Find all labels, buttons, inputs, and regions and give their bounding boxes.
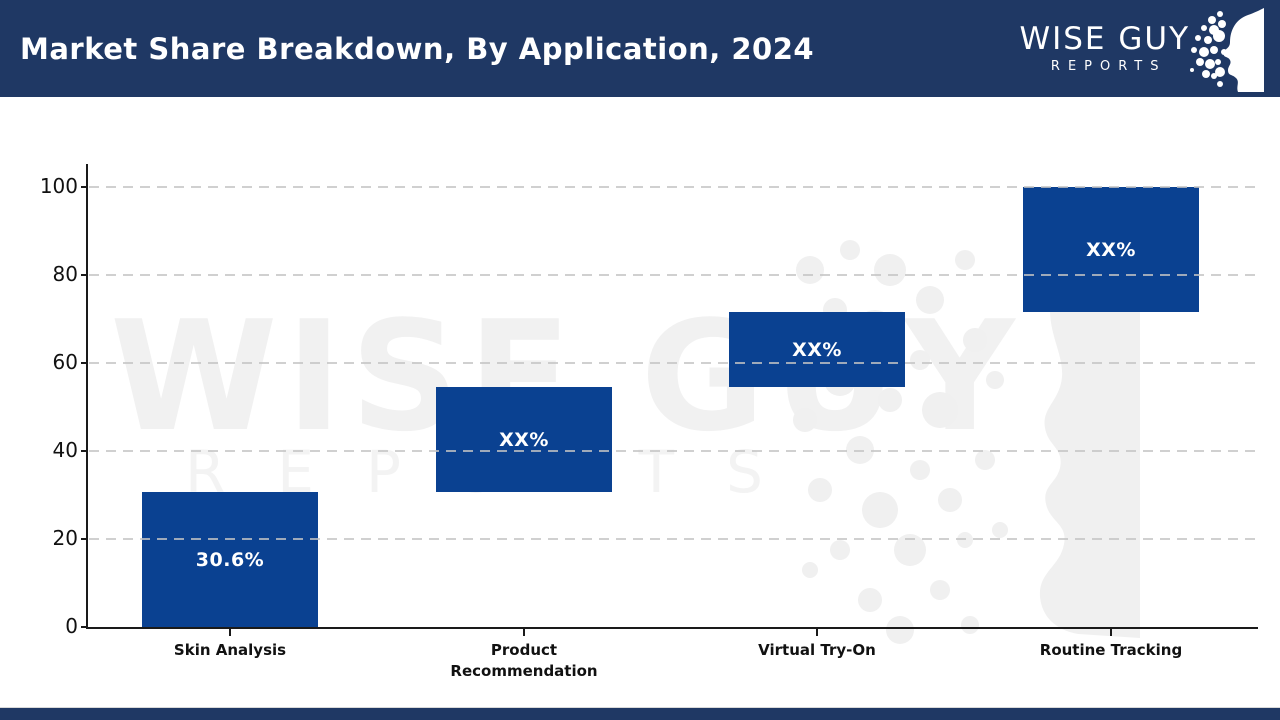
y-tick-100 — [81, 186, 88, 188]
bar-skin-analysis: 30.6% — [142, 492, 318, 627]
brand-logo: WISE GUY REPORTS — [1019, 6, 1266, 92]
footer-bar — [0, 708, 1280, 720]
y-tick-label-100: 100 — [39, 174, 78, 198]
bar-value-label: XX% — [792, 338, 842, 361]
logo-head-icon — [1190, 7, 1264, 92]
y-tick-20 — [81, 538, 88, 540]
y-tick-label-60: 60 — [52, 350, 78, 374]
logo-subtitle: REPORTS — [1050, 58, 1167, 74]
y-tick-label-40: 40 — [52, 438, 78, 462]
x-tick-1 — [229, 629, 231, 636]
chart-title: Market Share Breakdown, By Application, … — [20, 31, 815, 66]
y-tick-80 — [81, 274, 88, 276]
gridline-100 — [89, 186, 1258, 188]
gridline-40 — [89, 450, 1258, 452]
bar-value-label: XX% — [1086, 238, 1136, 261]
bar-value-label: XX% — [499, 428, 549, 451]
y-tick-label-0: 0 — [65, 614, 78, 638]
bar-product-recommendation: XX% — [436, 387, 612, 493]
gridline-80 — [89, 274, 1258, 276]
y-tick-60 — [81, 362, 88, 364]
bar-routine-tracking: XX% — [1023, 187, 1199, 313]
x-tick-3 — [816, 629, 818, 636]
x-category-label: Routine Tracking — [1039, 641, 1183, 659]
logo-name: WISE GUY — [1019, 20, 1190, 57]
y-tick-0 — [81, 626, 88, 628]
bar-virtual-try-on: XX% — [729, 312, 905, 388]
x-tick-4 — [1110, 629, 1112, 636]
x-category-label: Skin Analysis — [173, 641, 287, 659]
plot-area: 30.6% XX% XX% XX% 0 20 40 60 80 100 Skin Analysis P… — [0, 97, 1280, 708]
y-tick-label-20: 20 — [52, 526, 78, 550]
x-tick-2 — [523, 629, 525, 636]
header-bar: Market Share Breakdown, By Application, … — [0, 0, 1280, 97]
y-axis-line — [86, 164, 88, 629]
x-axis-line — [86, 627, 1258, 629]
gridline-20 — [89, 538, 1258, 540]
gridline-60 — [89, 362, 1258, 364]
bar-value-label: 30.6% — [195, 548, 265, 571]
x-category-label: Virtual Try-On — [758, 641, 876, 659]
bottom-divider — [0, 707, 1280, 708]
y-tick-40 — [81, 450, 88, 452]
x-category-label: Product Recommendation — [450, 641, 598, 680]
y-tick-label-80: 80 — [52, 262, 78, 286]
